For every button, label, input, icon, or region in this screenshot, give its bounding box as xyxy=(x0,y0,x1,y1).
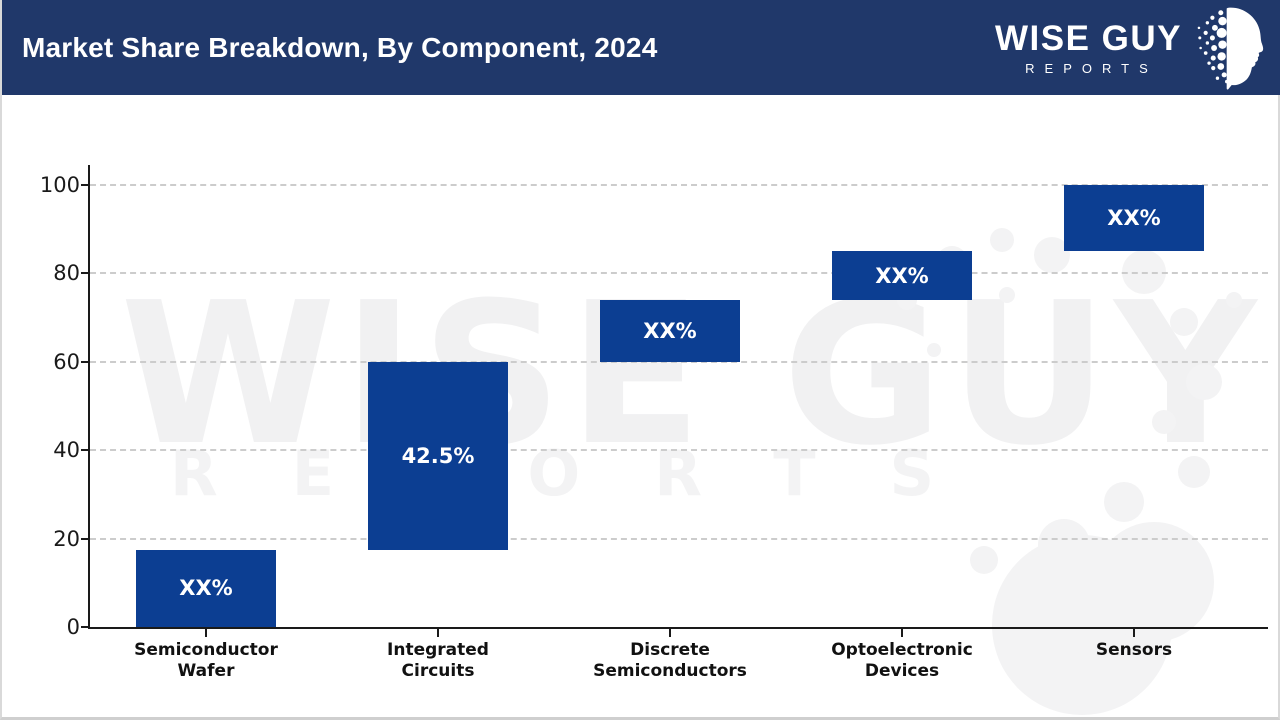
bar: 42.5% xyxy=(368,361,508,550)
y-tick-mark xyxy=(81,537,90,540)
brand-subtitle: REPORTS xyxy=(1025,60,1158,76)
gridline xyxy=(90,184,1268,186)
x-tick-mark xyxy=(205,629,207,637)
bar-value-label: XX% xyxy=(643,318,697,343)
y-axis-line xyxy=(88,165,90,629)
bar: XX% xyxy=(600,299,740,362)
y-tick-label: 80 xyxy=(53,261,80,286)
y-tick-mark xyxy=(81,449,90,452)
bar-value-label: XX% xyxy=(1107,206,1161,231)
bar: XX% xyxy=(832,251,972,300)
y-tick-mark xyxy=(81,360,90,363)
y-tick-label: 40 xyxy=(53,438,80,463)
bar-value-label: XX% xyxy=(875,263,929,288)
bar: XX% xyxy=(1064,185,1204,252)
x-category-label: Discrete Semiconductors xyxy=(593,640,747,681)
brand-head-icon xyxy=(1197,7,1264,90)
x-category-label: Optoelectronic Devices xyxy=(831,640,973,681)
gridline xyxy=(90,449,1268,452)
y-tick-mark xyxy=(81,184,90,186)
bar: XX% xyxy=(136,549,276,627)
chart-title: Market Share Breakdown, By Component, 20… xyxy=(22,31,658,63)
y-tick-mark xyxy=(81,626,90,628)
x-axis-line xyxy=(88,627,1268,629)
brand-logo-text: WISE GUY REPORTS xyxy=(995,21,1182,75)
gridline xyxy=(90,360,1268,363)
gridline xyxy=(90,272,1268,275)
bar-value-label: XX% xyxy=(179,576,233,601)
y-tick-label: 0 xyxy=(66,615,80,639)
brand-name: WISE GUY xyxy=(994,18,1182,58)
y-tick-label: 100 xyxy=(39,173,80,197)
brand-logo: WISE GUY REPORTS xyxy=(995,6,1264,90)
y-tick-label: 20 xyxy=(53,526,80,551)
x-tick-mark xyxy=(901,629,903,637)
gridline xyxy=(90,537,1268,540)
header-banner: Market Share Breakdown, By Component, 20… xyxy=(2,0,1280,95)
bar-value-label: 42.5% xyxy=(401,443,475,468)
y-tick-label: 60 xyxy=(53,349,80,374)
x-category-label: Integrated Circuits xyxy=(387,640,489,681)
x-category-label: Semiconductor Wafer xyxy=(134,640,278,681)
y-tick-mark xyxy=(81,272,90,275)
x-tick-mark xyxy=(437,629,439,637)
x-tick-mark xyxy=(1133,629,1135,637)
x-tick-mark xyxy=(669,629,671,637)
x-category-label: Sensors xyxy=(1095,640,1173,660)
